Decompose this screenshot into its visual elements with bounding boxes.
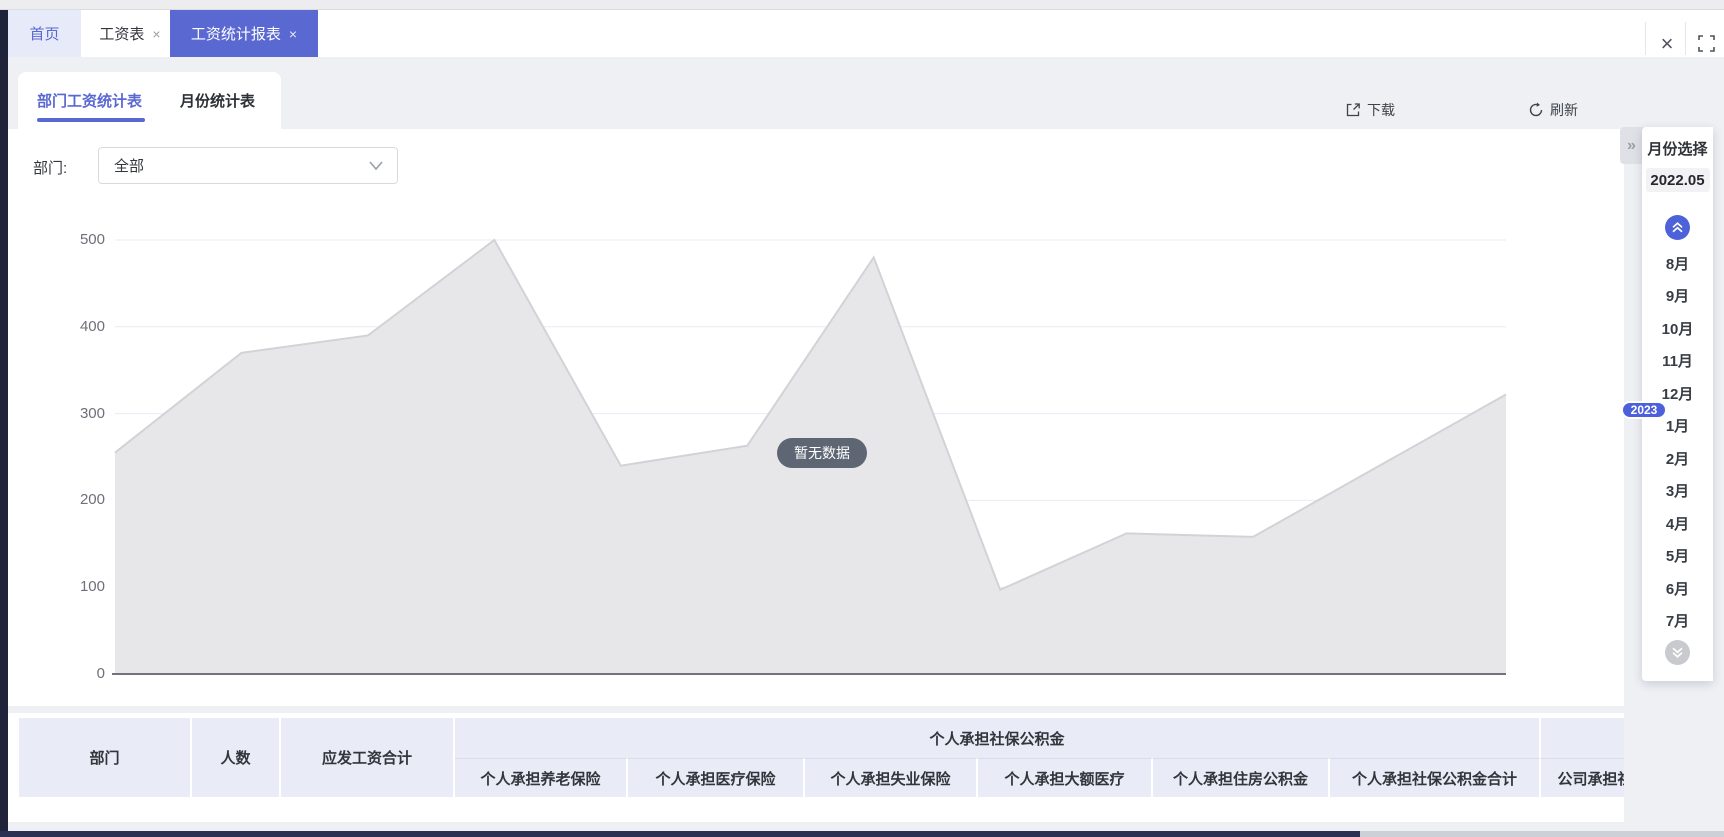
report-panel — [8, 129, 1624, 706]
y-axis-label: 0 — [96, 665, 105, 682]
summary-table-panel: 部门 人数 应发工资合计 个人承担社保公积金 个人承担养老保险 个人承担医疗保险… — [8, 713, 1624, 822]
tab-salary-sheet[interactable]: 工资表 × — [95, 10, 165, 57]
month-item-12月[interactable]: 12月 — [1661, 385, 1694, 403]
tab-salary-sheet-label: 工资表 — [99, 26, 145, 43]
col-header-unemployment: 个人承担失业保险 — [805, 758, 978, 797]
double-chevron-right-icon: » — [1627, 136, 1636, 154]
y-axis-label: 200 — [79, 491, 105, 509]
y-axis-label: 300 — [79, 404, 105, 422]
month-item-6月[interactable]: 6月 — [1665, 580, 1690, 598]
taskbar-edge-light — [1360, 831, 1724, 837]
month-item-2月[interactable]: 2月 — [1665, 450, 1690, 468]
summary-table-header: 部门 人数 应发工资合计 个人承担社保公积金 个人承担养老保险 个人承担医疗保险… — [19, 718, 1624, 797]
report-subtab-bar: 部门工资统计表 月份统计表 — [18, 72, 281, 129]
active-subtab-underline — [37, 118, 145, 122]
month-item-9月[interactable]: 9月 — [1665, 288, 1690, 306]
collapse-panel-button[interactable]: » — [1620, 127, 1643, 164]
department-select-value: 全部 — [114, 158, 145, 175]
tab-home-label: 首页 — [29, 26, 60, 43]
subtab-label: 月份统计表 — [180, 93, 256, 110]
tab-salary-report-label: 工资统计报表 — [190, 26, 281, 43]
subtab-department-statistics[interactable]: 部门工资统计表 — [37, 72, 142, 129]
scroll-months-up-button[interactable] — [1665, 215, 1690, 240]
download-label: 下载 — [1367, 102, 1395, 118]
month-item-11月[interactable]: 11月 — [1662, 353, 1693, 371]
col-header-gross-total: 应发工资合计 — [281, 718, 455, 797]
divider — [1645, 22, 1646, 55]
month-item-4月[interactable]: 4月 — [1665, 515, 1690, 533]
y-axis-label: 500 — [79, 231, 105, 248]
refresh-icon — [1529, 102, 1543, 117]
download-icon — [1346, 103, 1360, 117]
double-chevron-up-icon — [1672, 222, 1683, 233]
taskbar-edge — [0, 831, 1360, 837]
col-header-personal-total: 个人承担社保公积金合计 — [1330, 758, 1542, 797]
double-chevron-down-icon — [1672, 647, 1683, 658]
document-tab-bar: 首页 工资表 × 工资统计报表 × × — [0, 10, 1724, 67]
month-item-3月[interactable]: 3月 — [1665, 483, 1690, 501]
month-item-10月[interactable]: 10月 — [1661, 320, 1694, 338]
month-item-5月[interactable]: 5月 — [1665, 548, 1690, 566]
col-header-medical: 个人承担医疗保险 — [628, 758, 805, 797]
tab-salary-report[interactable]: 工资统计报表 × — [170, 10, 318, 57]
fullscreen-icon — [1697, 35, 1715, 52]
chevron-down-icon — [369, 161, 383, 171]
tab-close-icon[interactable]: × — [288, 25, 298, 42]
col-header-major-medical: 个人承担大额医疗 — [978, 758, 1153, 797]
department-select[interactable]: 全部 — [98, 147, 398, 184]
y-axis-label: 100 — [79, 578, 105, 596]
col-header-department: 部门 — [19, 718, 192, 797]
col-header-housing-fund: 个人承担住房公积金 — [1153, 758, 1330, 797]
department-filter-label: 部门: — [33, 160, 68, 177]
divider — [1685, 22, 1686, 55]
col-header-pension: 个人承担养老保险 — [455, 758, 628, 797]
no-data-tooltip: 暂无数据 — [777, 438, 867, 468]
refresh-button[interactable]: 刷新 — [1528, 96, 1578, 124]
download-button[interactable]: 下载 — [1345, 96, 1395, 124]
col-header-headcount: 人数 — [192, 718, 281, 797]
y-axis-label: 400 — [79, 317, 105, 335]
col-header-company-social: 公司承担社保公积金 — [1541, 758, 1624, 797]
month-item-7月[interactable]: 7月 — [1665, 613, 1690, 631]
group-header-personal-contrib: 个人承担社保公积金 — [455, 718, 1542, 758]
month-item-8月[interactable]: 8月 — [1665, 255, 1690, 273]
month-item-1月[interactable]: 1月 2023 — [1621, 400, 1713, 443]
subtab-label: 部门工资统计表 — [37, 93, 143, 110]
subtab-month-statistics[interactable]: 月份统计表 — [180, 72, 255, 129]
group-header-company-contrib — [1541, 718, 1624, 758]
browser-top-strip — [0, 0, 1724, 10]
collapsed-nav-sidebar — [0, 10, 8, 831]
month-panel-title: 月份选择 — [1647, 141, 1708, 158]
year-badge: 2023 — [1621, 400, 1667, 419]
current-month-value: 2022.05 — [1645, 168, 1710, 192]
month-list: 8月 9月 10月 11月 12月 1月 2023 2月 3月 4月 5月 6月 7月 — [1621, 247, 1713, 637]
scroll-months-down-button[interactable] — [1665, 640, 1690, 665]
refresh-label: 刷新 — [1550, 102, 1578, 118]
tab-close-icon[interactable]: × — [152, 25, 161, 42]
tab-home[interactable]: 首页 — [8, 10, 81, 57]
month-selector-panel: 月份选择 2022.05 8月 9月 10月 11月 12月 1月 2023 2月 3月 4月 5月… — [1621, 127, 1713, 681]
